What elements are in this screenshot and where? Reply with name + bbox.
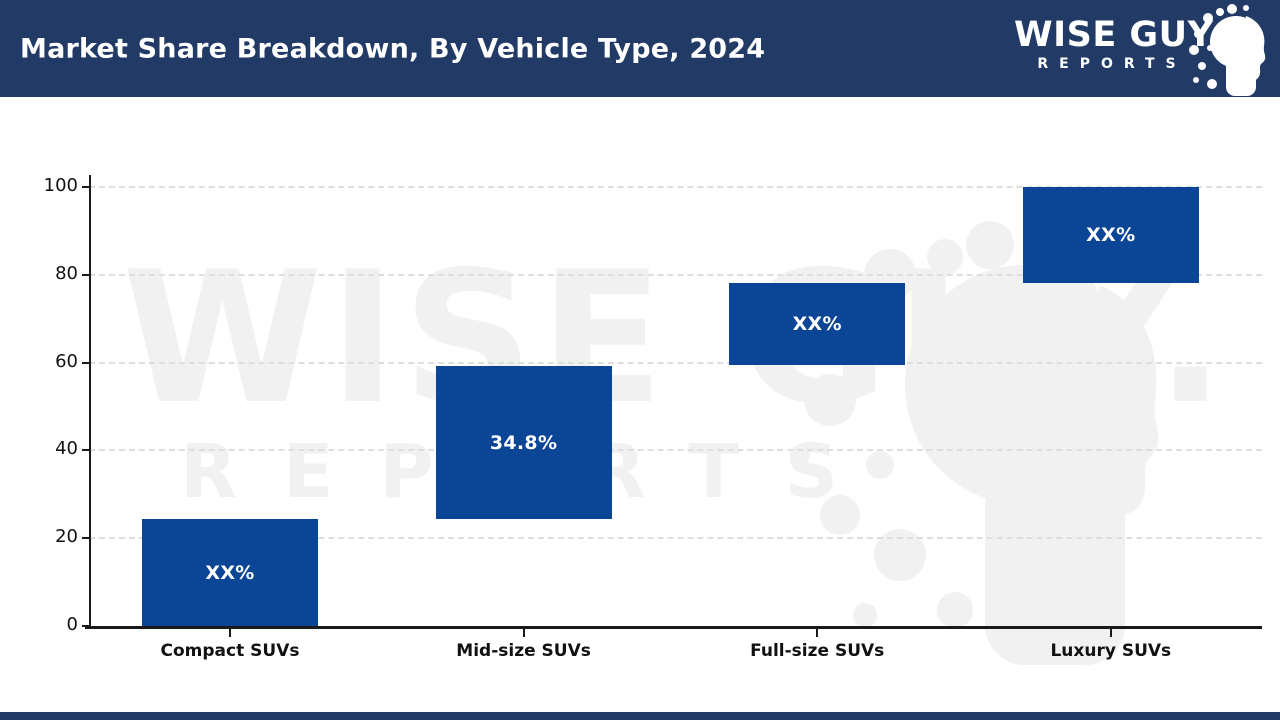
bar: 34.8% — [435, 366, 612, 520]
y-axis-line — [89, 175, 91, 628]
watermark-dotted-head-icon — [790, 221, 1159, 665]
logo-wordmark-line2: REPORTS — [1037, 56, 1187, 72]
gridline — [89, 537, 1262, 540]
y-tick-label: 100 — [43, 175, 78, 196]
gridline — [89, 186, 1262, 188]
gridline — [89, 449, 1262, 452]
gridline — [89, 273, 1262, 276]
x-tick-label: Mid-size SUVs — [456, 641, 591, 661]
logo-dotted-head-icon — [1189, 4, 1266, 96]
y-tick-mark — [82, 186, 89, 188]
x-tick-label: Full-size SUVs — [750, 641, 885, 661]
y-tick-label: 60 — [55, 350, 78, 372]
x-tick-mark — [816, 629, 819, 637]
y-tick-label: 40 — [55, 438, 78, 460]
y-tick-label: 0 — [66, 614, 78, 635]
bar: XX% — [142, 519, 318, 626]
x-tick-mark — [229, 629, 231, 637]
bar-value-label: XX% — [792, 312, 842, 335]
bar: XX% — [1022, 187, 1199, 283]
bar-value-label: XX% — [1086, 223, 1136, 246]
bar-value-label: 34.8% — [489, 431, 558, 454]
y-tick-mark — [82, 449, 89, 452]
y-tick-mark — [82, 361, 89, 364]
x-axis-line — [85, 626, 1262, 629]
x-tick-label: Compact SUVs — [160, 641, 300, 661]
x-tick-label: Luxury SUVs — [1050, 641, 1172, 661]
page-title: Market Share Breakdown, By Vehicle Type,… — [20, 33, 766, 64]
y-tick-mark — [82, 537, 89, 540]
x-tick-mark — [522, 629, 525, 637]
footer-bar — [0, 712, 1280, 720]
logo-wordmark-line1: WISE GUY — [1014, 15, 1214, 55]
y-tick-label: 20 — [55, 526, 78, 548]
gridline — [89, 361, 1262, 364]
logo-wordmark: WISE GUY REPORTS — [1014, 15, 1214, 72]
header-bar: Market Share Breakdown, By Vehicle Type,… — [0, 0, 1280, 97]
logo: WISE GUY REPORTS — [1014, 0, 1266, 97]
bar: XX% — [729, 282, 906, 365]
y-tick-label: 80 — [55, 262, 78, 284]
x-tick-mark — [1109, 629, 1112, 637]
y-tick-mark — [82, 273, 89, 276]
bar-value-label: XX% — [205, 561, 255, 584]
